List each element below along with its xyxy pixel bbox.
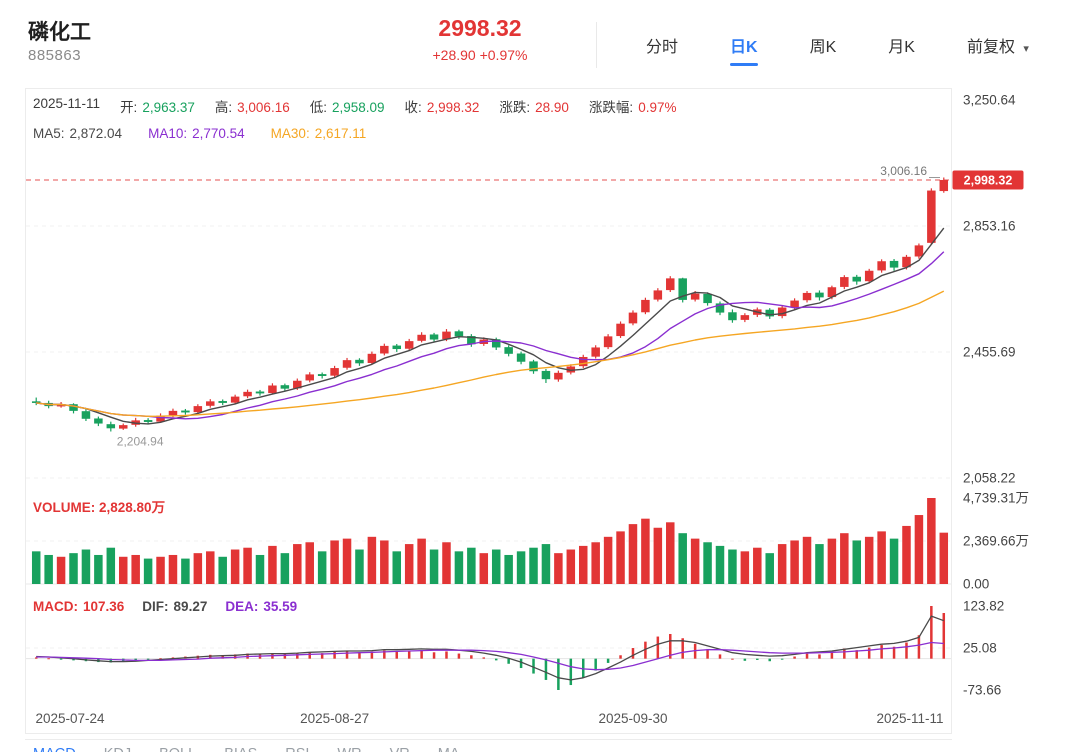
svg-text:2025-09-30: 2025-09-30: [598, 711, 667, 726]
indicator-tab-rsi[interactable]: RSI: [285, 746, 309, 752]
close-field: 收: 2,998.32: [404, 100, 480, 115]
low-field: 低: 2,958.09: [309, 100, 385, 115]
trade-date: 2025-11-11: [33, 96, 101, 111]
svg-text:2,058.22: 2,058.22: [963, 471, 1016, 486]
indicator-tab-bar: MACD KDJ BOLL BIAS RSI WR VR MA: [25, 739, 952, 752]
svg-text:2,455.69: 2,455.69: [963, 345, 1016, 360]
price-block: 2998.32 +28.90 +0.97%: [380, 15, 580, 63]
price-change: +28.90 +0.97%: [432, 47, 528, 63]
change-field: 涨跌: 28.90: [499, 100, 569, 115]
svg-text:2,853.16: 2,853.16: [963, 219, 1016, 234]
open-field: 开: 2,963.37: [120, 100, 195, 115]
svg-text:3,250.64: 3,250.64: [963, 93, 1016, 108]
svg-text:123.82: 123.82: [963, 599, 1004, 614]
header-divider: [596, 22, 597, 68]
svg-text:2025-07-24: 2025-07-24: [35, 711, 105, 726]
indicator-tab-kdj[interactable]: KDJ: [104, 746, 131, 752]
svg-text:3,006.16: 3,006.16: [880, 164, 927, 178]
volume-header: VOLUME: 2,828.80万: [33, 500, 166, 515]
change-pct-field: 涨跌幅: 0.97%: [588, 100, 677, 115]
dif-value-field: DIF: 89.27: [142, 599, 208, 614]
ma5-field: MA5: 2,872.04: [33, 126, 123, 141]
adjust-label: 前复权: [966, 39, 1015, 56]
tab-minute[interactable]: 分时: [646, 39, 679, 56]
indicator-tab-wr[interactable]: WR: [337, 746, 361, 752]
indicator-tab-vr[interactable]: VR: [390, 746, 410, 752]
svg-text:2025-11-11: 2025-11-11: [876, 711, 943, 726]
macd-value-field: MACD: 107.36: [33, 599, 125, 614]
indicator-tab-ma[interactable]: MA: [438, 746, 460, 752]
macd-header: MACD: 107.36 DIF: 89.27 DEA: 35.59: [33, 599, 297, 614]
svg-text:25.08: 25.08: [963, 641, 997, 656]
current-price: 2998.32: [438, 15, 522, 41]
svg-text:0.00: 0.00: [963, 577, 989, 592]
svg-text:2,998.32: 2,998.32: [964, 173, 1013, 187]
stock-code: 885863: [28, 47, 82, 64]
svg-text:2,369.66万: 2,369.66万: [963, 533, 1029, 548]
tab-monthly-k[interactable]: 月K: [888, 39, 915, 56]
tab-daily-k[interactable]: 日K: [730, 33, 758, 66]
adjust-dropdown[interactable]: 前复权 ▾: [967, 33, 1029, 57]
ohlc-info-row: 2025-11-11 开: 2,963.37 高: 3,006.16 低: 2,958…: [33, 96, 676, 116]
chevron-down-icon: ▾: [1023, 43, 1029, 55]
indicator-tab-bias[interactable]: BIAS: [224, 746, 257, 752]
svg-text:2025-08-27: 2025-08-27: [300, 711, 369, 726]
ma10-field: MA10: 2,770.54: [148, 126, 245, 141]
high-field: 高: 3,006.16: [214, 100, 290, 115]
indicator-tab-macd[interactable]: MACD: [33, 746, 76, 752]
tab-weekly-k[interactable]: 周K: [809, 39, 837, 56]
svg-text:2,204.94: 2,204.94: [117, 434, 164, 448]
svg-text:4,739.31万: 4,739.31万: [963, 491, 1029, 506]
dea-value-field: DEA: 35.59: [225, 599, 298, 614]
stock-name: 磷化工: [28, 21, 91, 44]
ma-info-row: MA5: 2,872.04 MA10: 2,770.54 MA30: 2,617.11: [33, 126, 366, 141]
period-tabs: 分时 日K 周K 月K 前复权 ▾: [646, 33, 1029, 66]
svg-text:-73.66: -73.66: [963, 683, 1001, 698]
ma30-field: MA30: 2,617.11: [270, 126, 367, 141]
indicator-tab-boll[interactable]: BOLL: [159, 746, 196, 752]
